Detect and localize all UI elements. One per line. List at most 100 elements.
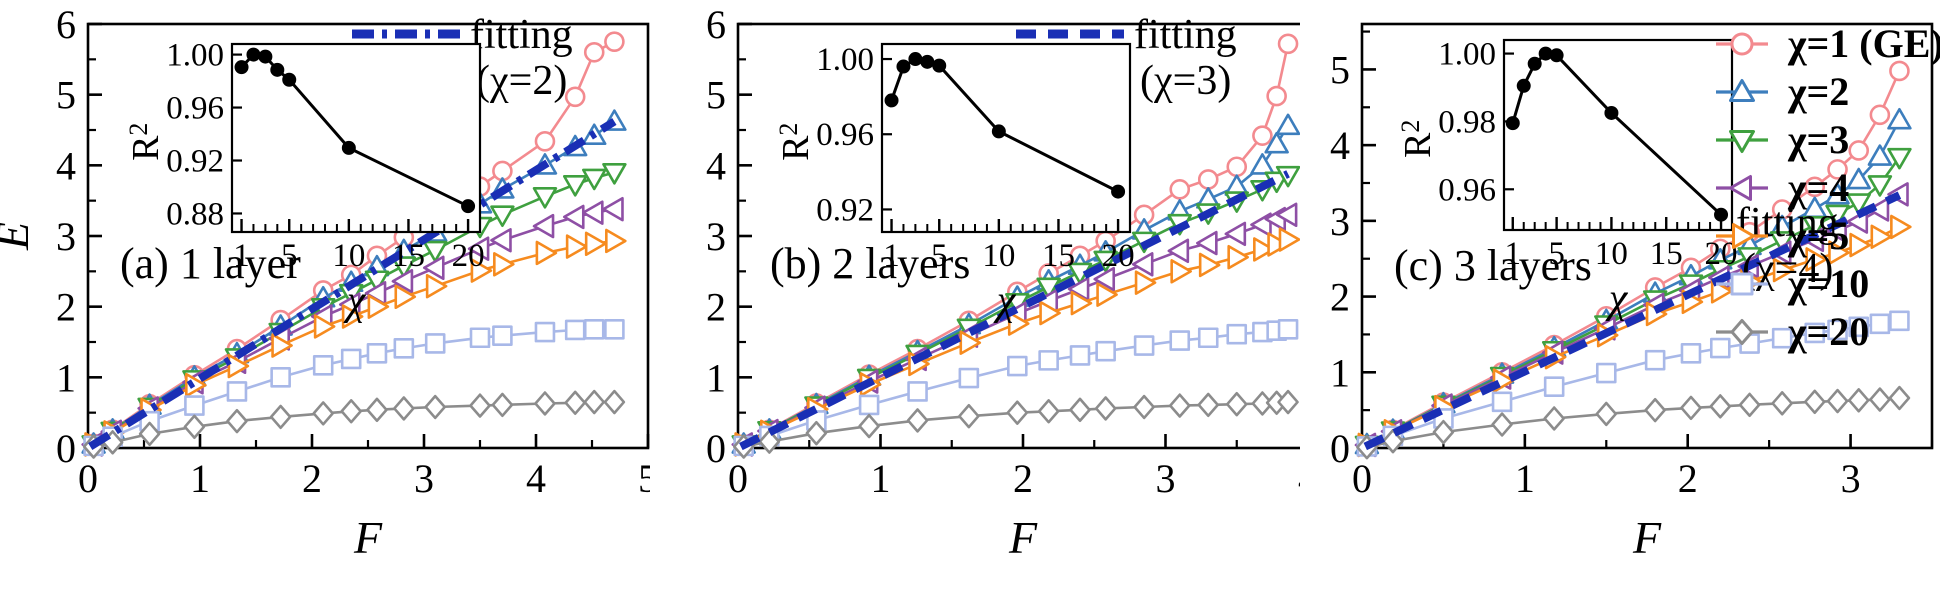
legend-label: χ=20 — [1787, 309, 1869, 354]
svg-text:3: 3 — [1330, 199, 1350, 244]
axes-frame — [1360, 22, 1934, 450]
x-axis-ticks: 0 1 2 3 4 5 — [78, 434, 650, 501]
inset-y-tick-label: 0.96 — [1438, 172, 1496, 208]
legend-item-7[interactable]: χ=20 — [1716, 309, 1869, 354]
svg-text:1: 1 — [706, 355, 726, 400]
series-5 — [734, 227, 1300, 457]
inset-b: 0.92 0.96 1.00 1 5 10 15 20 R2 χ — [774, 42, 1135, 324]
panel-label: (c) 3 layers — [1394, 241, 1592, 290]
svg-text:4: 4 — [56, 143, 76, 188]
svg-text:6: 6 — [706, 2, 726, 47]
svg-text:4: 4 — [526, 456, 546, 501]
svg-text:1: 1 — [190, 456, 210, 501]
legend-item-5[interactable]: χ=5 — [1716, 213, 1849, 258]
svg-text:4: 4 — [1330, 123, 1350, 168]
svg-text:0: 0 — [56, 426, 76, 471]
panel-b: 012340123456Ffitting(χ=3)(b) 2 layers0.9… — [650, 0, 1300, 603]
inset-y-tick-label: 1.00 — [166, 38, 224, 74]
fit-legend-label: fitting — [1134, 12, 1237, 58]
svg-text:5: 5 — [706, 73, 726, 118]
legend-item-4[interactable]: χ=4 — [1716, 165, 1849, 210]
inset-x-tick-label: 1 — [233, 238, 250, 274]
svg-text:1: 1 — [1330, 350, 1350, 395]
svg-text:0: 0 — [728, 456, 748, 501]
inset-x-tick-label: 15 — [392, 238, 425, 274]
fit-line — [88, 118, 617, 450]
legend-item-6[interactable]: χ=10 — [1716, 261, 1869, 306]
legend-item-1[interactable]: χ=1 (GE) — [1716, 21, 1940, 66]
inset-x-axis-label: χ — [1605, 276, 1629, 322]
legend-item-3[interactable]: χ=3 — [1716, 117, 1849, 162]
panel-b-plot: 012340123456Ffitting(χ=3)(b) 2 layers0.9… — [706, 2, 1300, 563]
inset-y-tick-label: 1.00 — [816, 42, 874, 78]
svg-text:1: 1 — [56, 355, 76, 400]
inset-frame — [880, 42, 1132, 234]
svg-text:2: 2 — [302, 456, 322, 501]
svg-text:R2: R2 — [124, 123, 167, 161]
x-axis-label: F — [1008, 512, 1038, 563]
y-axis-ticks: 0 1 2 3 4 5 6 — [706, 2, 752, 471]
inset-y-axis-label: R2 — [774, 123, 817, 161]
inset-frame — [230, 42, 482, 234]
svg-text:E: E — [0, 222, 38, 251]
svg-text:0: 0 — [706, 426, 726, 471]
fit-line — [739, 170, 1290, 451]
svg-text:3: 3 — [414, 456, 434, 501]
y-axis-ticks: 0 1 2 3 4 5 6 — [56, 2, 102, 471]
svg-text:3: 3 — [706, 214, 726, 259]
svg-text:2: 2 — [56, 285, 76, 330]
fit-line — [1363, 191, 1902, 451]
x-axis-ticks: 0 1 2 3 — [1352, 434, 1934, 501]
inset-y-tick-label: 0.88 — [166, 196, 224, 232]
inset-x-tick-label: 10 — [982, 238, 1015, 274]
inset-x-tick-label: 5 — [1548, 236, 1565, 272]
fit-legend-sublabel: (χ=2) — [476, 58, 567, 104]
inset-y-tick-label: 0.96 — [166, 91, 224, 127]
series-7 — [732, 389, 1299, 459]
fit-legend-sublabel: (χ=3) — [1140, 58, 1231, 104]
svg-text:0: 0 — [1352, 456, 1372, 501]
legend-label: χ=1 (GE) — [1787, 21, 1940, 66]
fit-legend-label: fitting — [1736, 200, 1839, 246]
panel-a: 0 1 2 3 4 5 0 1 2 3 4 5 6 F Efitting(χ=2) (a) 1 layer 0.… — [0, 0, 650, 603]
inset-x-tick-label: 10 — [332, 238, 365, 274]
fit-legend: fitting(χ=2) — [352, 12, 573, 104]
svg-text:4: 4 — [706, 143, 726, 188]
svg-text:5: 5 — [1330, 47, 1350, 92]
inset-x-tick-label: 15 — [1042, 238, 1075, 274]
y-axis-label: E — [0, 222, 38, 251]
inset-x-tick-label: 1 — [883, 238, 900, 274]
x-axis-label: F — [1632, 512, 1662, 563]
svg-text:3: 3 — [1156, 456, 1176, 501]
svg-text:R2: R2 — [774, 123, 817, 161]
inset-x-tick-label: 20 — [1102, 238, 1135, 274]
svg-text:1: 1 — [871, 456, 891, 501]
legend-label: χ=5 — [1787, 213, 1849, 258]
svg-text:4: 4 — [1298, 456, 1300, 501]
inset-y-axis-label: R2 — [1396, 120, 1439, 158]
inset-y-tick-label: 0.92 — [166, 144, 224, 180]
series-7 — [82, 389, 626, 459]
inset-x-tick-label: 10 — [1595, 236, 1628, 272]
svg-text:1: 1 — [1515, 456, 1535, 501]
fit-legend: fitting(χ=3) — [1016, 12, 1237, 104]
legend-label: χ=2 — [1787, 69, 1849, 114]
inset-x-tick-label: 5 — [931, 238, 948, 274]
panel-a-plot: 0 1 2 3 4 5 0 1 2 3 4 5 6 F Efitting(χ=2) (a) 1 layer 0.… — [0, 2, 650, 563]
inset-x-axis-label: χ — [343, 278, 367, 324]
series-6 — [83, 318, 625, 457]
svg-text:5: 5 — [56, 73, 76, 118]
x-axis-ticks: 0 1 2 3 4 — [728, 434, 1300, 501]
y-axis-ticks: 0 1 2 3 4 5 — [1330, 30, 1376, 471]
legend-label: χ=4 — [1787, 165, 1849, 210]
fit-legend-label: fitting — [470, 12, 573, 58]
svg-text:2: 2 — [1013, 456, 1033, 501]
svg-text:R2: R2 — [1396, 120, 1439, 158]
inset-x-tick-label: 15 — [1650, 236, 1683, 272]
legend-item-2[interactable]: χ=2 — [1716, 69, 1849, 114]
inset-y-tick-label: 0.98 — [1438, 104, 1496, 140]
inset-frame — [1502, 38, 1734, 232]
series-legend: χ=1 (GE)χ=2χ=3χ=4χ=5χ=10χ=20 — [1716, 21, 1940, 354]
